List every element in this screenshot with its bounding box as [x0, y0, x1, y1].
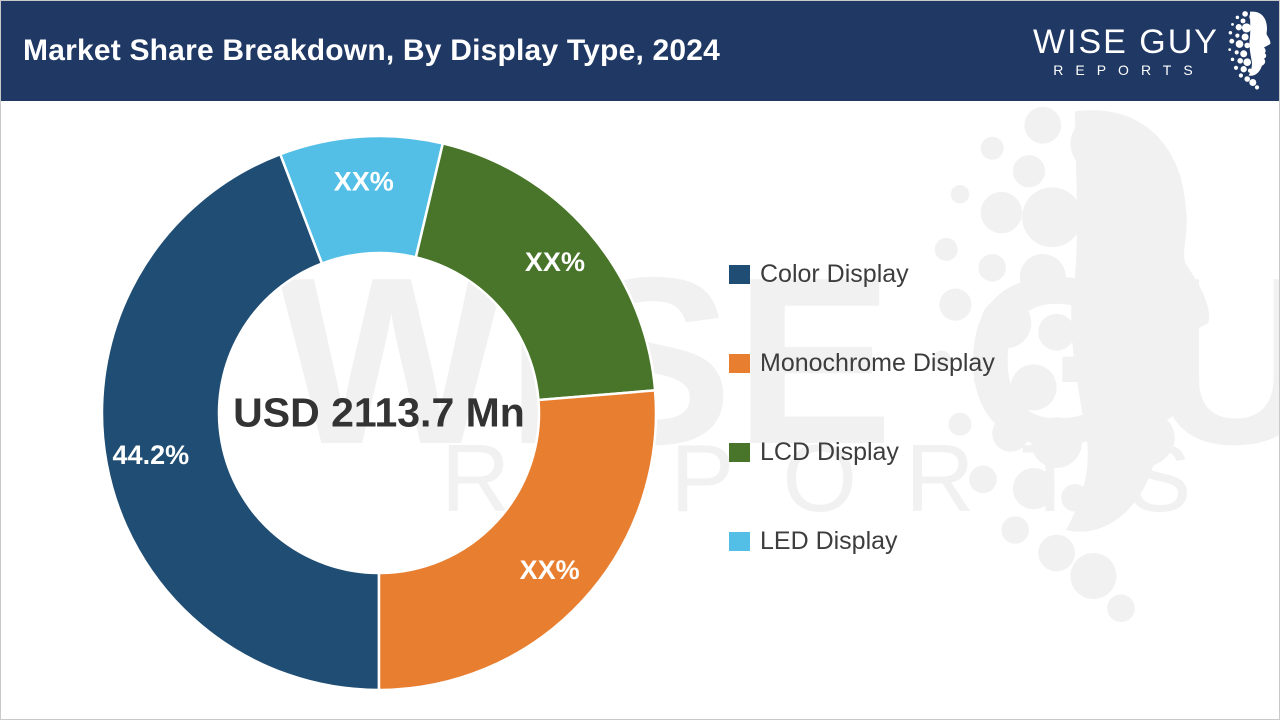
- legend-swatch-monochrome-display: [729, 354, 750, 373]
- legend-item-lcd-display: LCD Display: [729, 438, 995, 466]
- logo-face-icon: [1228, 11, 1271, 90]
- legend-label-monochrome-display: Monochrome Display: [760, 349, 995, 377]
- legend-label-color-display: Color Display: [760, 260, 909, 288]
- donut-chart: 44.2% XX% XX% XX%: [100, 134, 658, 692]
- chart-center-value: USD 2113.7 Mn: [233, 389, 525, 436]
- logo-text: WISE GUY REPORTS: [1033, 25, 1219, 77]
- page-title: Market Share Breakdown, By Display Type,…: [23, 34, 721, 67]
- donut-slice-lcd-display: [414, 142, 657, 402]
- chart-area: WISE GUY REPORTS 44.2%XX%XX%XX% USD 2113…: [1, 101, 1279, 719]
- logo-wordmark: WISE GUY: [1032, 23, 1219, 61]
- slice-label-led-display: XX%: [334, 167, 394, 197]
- legend: Color Display Monochrome Display LCD Displ…: [729, 260, 995, 555]
- slice-label-monochrome-display: XX%: [520, 555, 580, 585]
- donut-slice-monochrome-display: [377, 389, 658, 692]
- legend-item-led-display: LED Display: [729, 527, 995, 555]
- legend-swatch-lcd-display: [729, 443, 750, 462]
- logo-subtitle: REPORTS: [1053, 62, 1205, 78]
- slice-label-lcd-display: XX%: [525, 247, 585, 277]
- header: Market Share Breakdown, By Display Type,…: [1, 1, 1279, 101]
- slice-label-color-display: 44.2%: [113, 440, 190, 470]
- legend-label-led-display: LED Display: [760, 527, 898, 555]
- legend-item-color-display: Color Display: [729, 260, 995, 288]
- wiseguy-logo: WISE GUY REPORTS: [1033, 9, 1271, 93]
- legend-label-lcd-display: LCD Display: [760, 438, 899, 466]
- legend-swatch-color-display: [729, 265, 750, 284]
- donut-slice-color-display: [100, 152, 381, 692]
- legend-swatch-led-display: [729, 532, 750, 551]
- legend-item-monochrome-display: Monochrome Display: [729, 349, 995, 377]
